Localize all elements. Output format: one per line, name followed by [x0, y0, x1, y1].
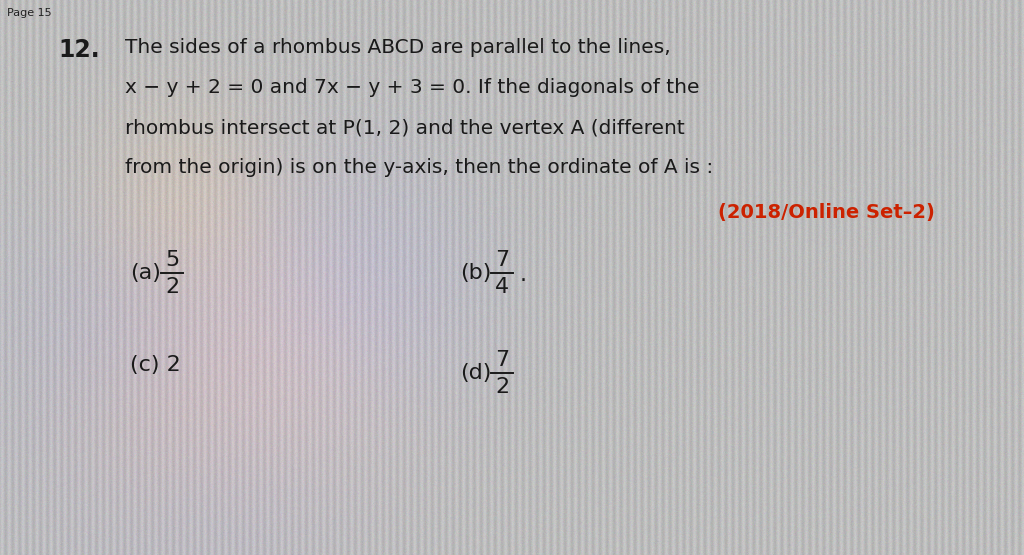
- Text: 5: 5: [165, 250, 179, 270]
- Text: The sides of a rhombus ABCD are parallel to the lines,: The sides of a rhombus ABCD are parallel…: [125, 38, 671, 57]
- Text: x − y + 2 = 0 and 7x − y + 3 = 0. If the diagonals of the: x − y + 2 = 0 and 7x − y + 3 = 0. If the…: [125, 78, 699, 97]
- Text: 2: 2: [165, 277, 179, 297]
- Text: (d): (d): [460, 363, 492, 383]
- Text: 12.: 12.: [58, 38, 99, 62]
- Text: (c) 2: (c) 2: [130, 355, 181, 375]
- Text: 2: 2: [495, 377, 509, 397]
- Text: 7: 7: [495, 250, 509, 270]
- Text: (b): (b): [460, 263, 492, 283]
- Text: .: .: [520, 265, 527, 285]
- Text: from the origin) is on the y-axis, then the ordinate of A is :: from the origin) is on the y-axis, then …: [125, 158, 714, 177]
- Text: 7: 7: [495, 350, 509, 370]
- Text: Page 15: Page 15: [7, 8, 51, 18]
- Text: 4: 4: [495, 277, 509, 297]
- Text: rhombus intersect at P(1, 2) and the vertex A (different: rhombus intersect at P(1, 2) and the ver…: [125, 118, 685, 137]
- Text: (a): (a): [130, 263, 161, 283]
- Text: (2018/Online Set–2): (2018/Online Set–2): [718, 203, 935, 222]
